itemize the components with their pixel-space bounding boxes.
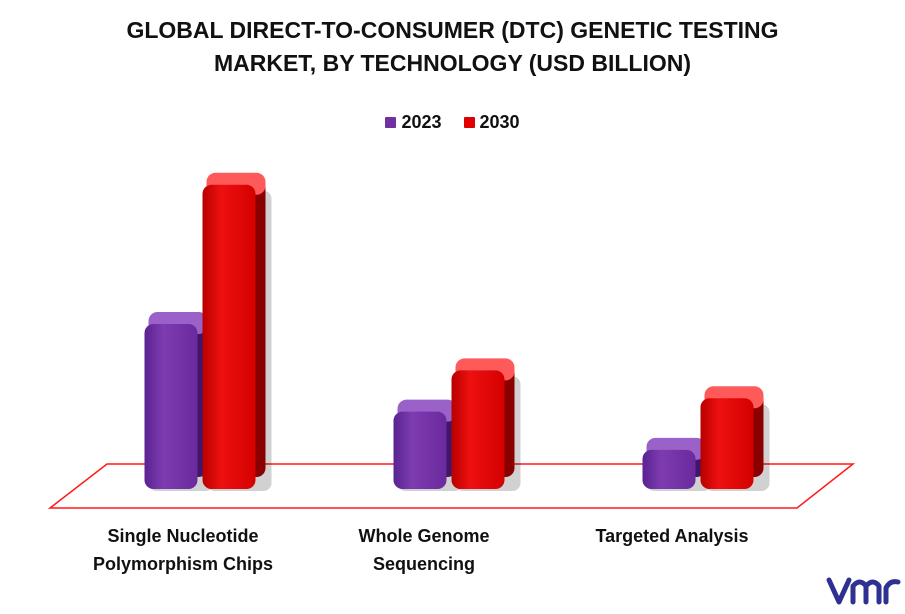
- legend-swatch-2030: [463, 117, 475, 128]
- bar-front: [451, 370, 505, 489]
- bar-2023-0: [144, 312, 214, 491]
- x-tick-label-2: Targeted Analysis: [542, 522, 802, 550]
- chart-title-line-2: MARKET, BY TECHNOLOGY (USD BILLION): [213, 50, 692, 76]
- legend-item-2023: 2023: [385, 112, 442, 133]
- x-tick-label-line: Targeted Analysis: [595, 526, 749, 546]
- x-tick-label-line: Polymorphism Chips: [92, 554, 274, 574]
- x-tick-label-1: Whole Genome Sequencing: [294, 522, 554, 578]
- x-tick-label-line: Single Nucleotide: [107, 526, 259, 546]
- bar-front: [393, 411, 447, 489]
- x-tick-label-line: Whole Genome: [358, 526, 490, 546]
- legend-label-2030: 2030: [479, 112, 520, 132]
- bar-2023-1: [393, 399, 463, 491]
- legend: 2023 2030: [0, 112, 905, 133]
- legend-swatch-2023: [385, 117, 397, 128]
- bar-2030-1: [451, 358, 521, 491]
- x-tick-label-0: Single Nucleotide Polymorphism Chips: [53, 522, 313, 578]
- bar-front: [144, 324, 198, 489]
- legend-item-2030: 2030: [463, 112, 520, 133]
- legend-label-2023: 2023: [401, 112, 442, 132]
- vmr-logo: [826, 577, 901, 605]
- bar-2030-2: [700, 386, 770, 491]
- chart-floor: [47, 463, 856, 509]
- bar-2023-2: [642, 437, 712, 491]
- bar-front: [202, 184, 256, 489]
- x-tick-label-line: Sequencing: [372, 554, 475, 574]
- bar-front: [700, 398, 754, 489]
- bar-front: [642, 449, 696, 489]
- bar-2030-0: [202, 172, 272, 491]
- chart-title: GLOBAL DIRECT-TO-CONSUMER (DTC) GENETIC …: [0, 14, 905, 80]
- chart-title-line-1: GLOBAL DIRECT-TO-CONSUMER (DTC) GENETIC …: [126, 17, 779, 43]
